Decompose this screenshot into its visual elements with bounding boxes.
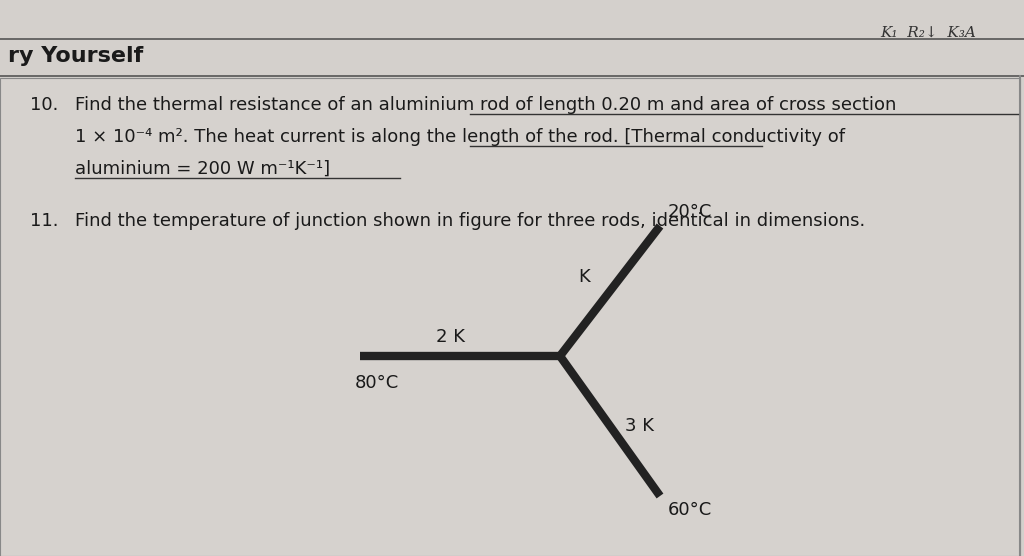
Text: aluminium = 200 W m⁻¹K⁻¹]: aluminium = 200 W m⁻¹K⁻¹] [75, 160, 330, 178]
Text: Find the thermal resistance of an aluminium rod of length 0.20 m and area of cro: Find the thermal resistance of an alumin… [75, 96, 896, 114]
Bar [0, 78, 1020, 556]
Text: Find the temperature of junction shown in figure for three rods, identical in di: Find the temperature of junction shown i… [75, 212, 865, 230]
Text: 2 K: 2 K [435, 328, 465, 346]
Text: 60°C: 60°C [668, 501, 713, 519]
Text: 11.: 11. [30, 212, 58, 230]
Text: ry Yourself: ry Yourself [8, 46, 143, 66]
Text: K: K [579, 268, 590, 286]
Text: 10.: 10. [30, 96, 58, 114]
Text: 20°C: 20°C [668, 203, 713, 221]
Text: 80°C: 80°C [355, 374, 399, 392]
Text: 3 K: 3 K [625, 417, 654, 435]
Text: K₁  R₂↓  K₃A: K₁ R₂↓ K₃A [880, 26, 976, 40]
Text: 1 × 10⁻⁴ m². The heat current is along the length of the rod. [Thermal conductiv: 1 × 10⁻⁴ m². The heat current is along t… [75, 128, 845, 146]
